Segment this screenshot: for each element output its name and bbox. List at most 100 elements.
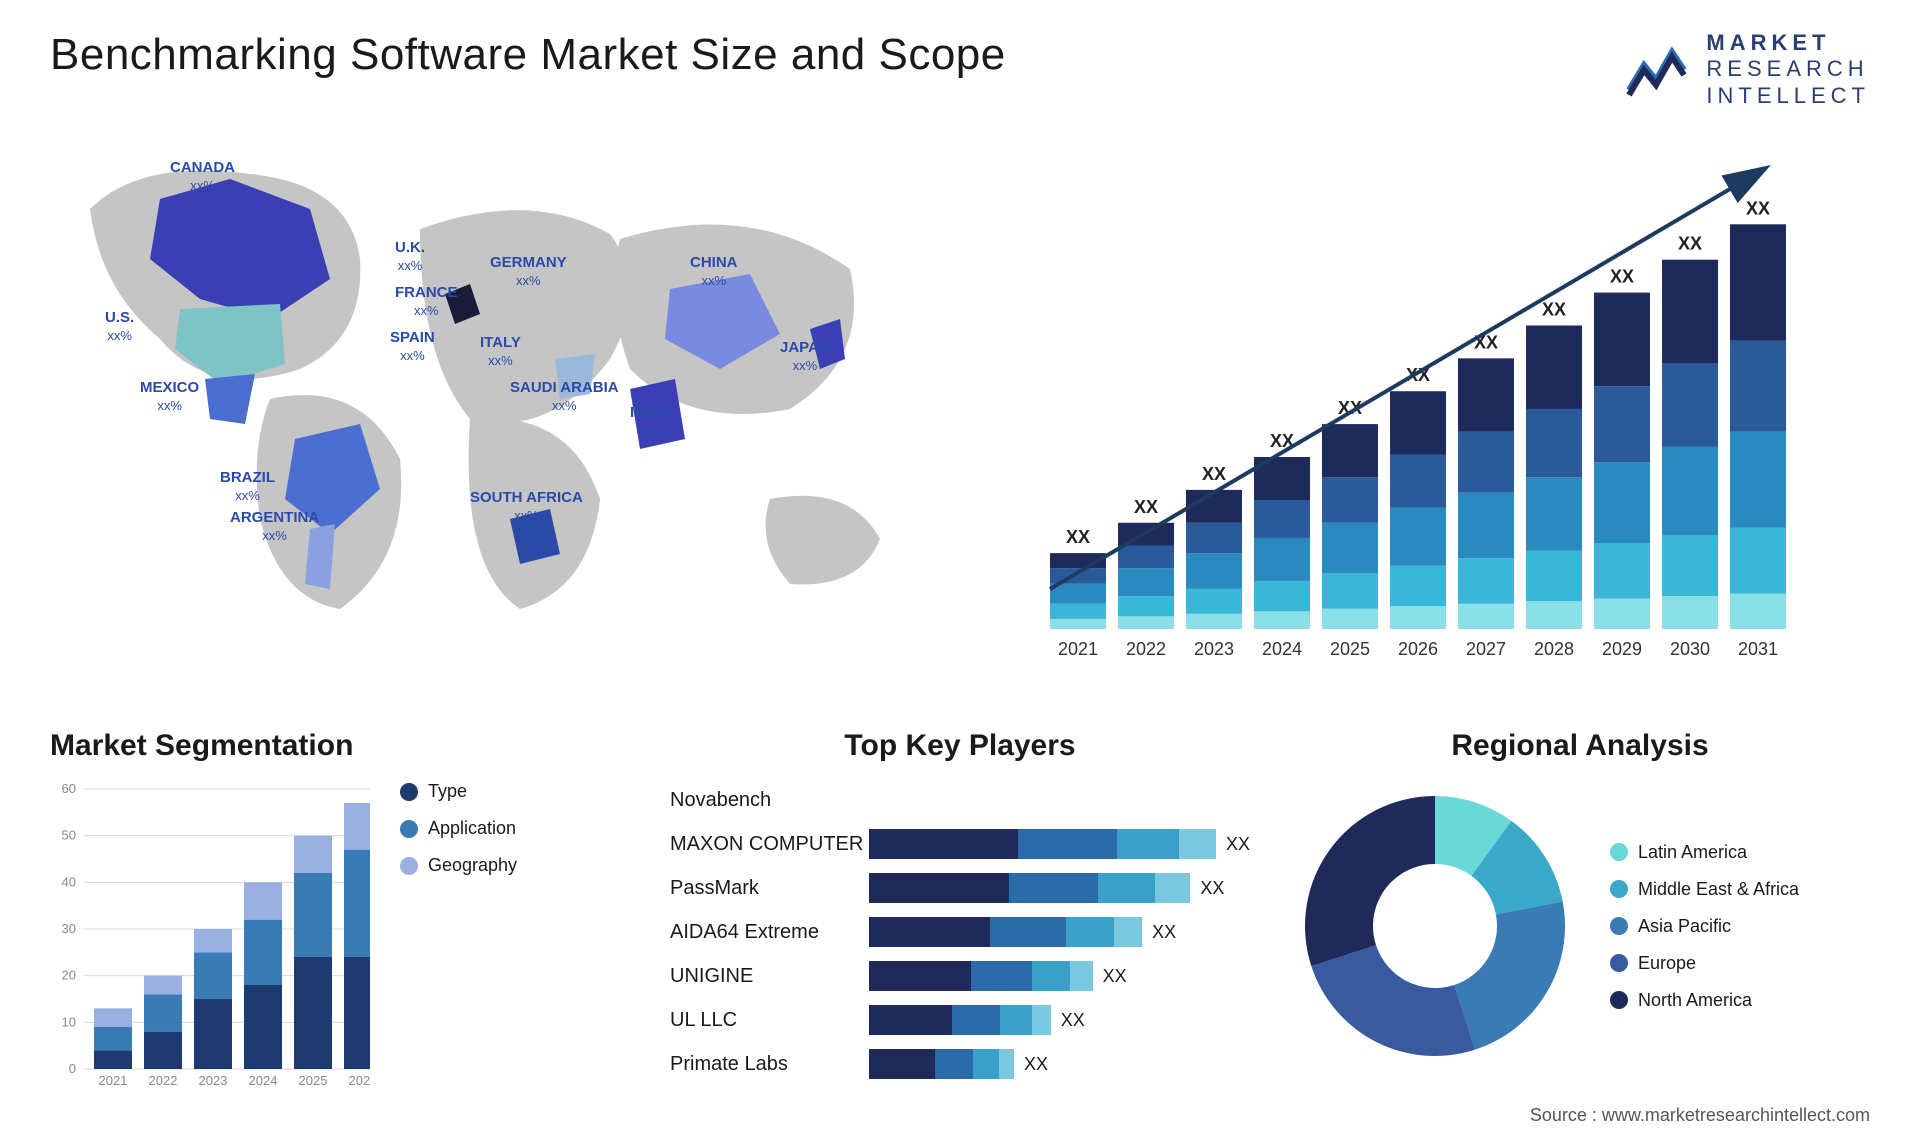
map-label: SAUDI ARABIAxx% bbox=[510, 379, 619, 415]
player-bar-segment bbox=[1018, 829, 1117, 859]
map-label: JAPANxx% bbox=[780, 339, 830, 375]
growth-bar-label: XX bbox=[1202, 464, 1226, 484]
player-bar-segment bbox=[1117, 829, 1179, 859]
growth-chart-panel: XX2021XX2022XX2023XX2024XX2025XX2026XX20… bbox=[990, 139, 1870, 699]
players-title: Top Key Players bbox=[670, 729, 1250, 763]
growth-bar-label: XX bbox=[1134, 497, 1158, 517]
regional-donut bbox=[1290, 781, 1580, 1071]
logo-line1: MARKET bbox=[1706, 30, 1870, 56]
growth-bar-segment bbox=[1594, 462, 1650, 543]
legend-item: North America bbox=[1610, 990, 1799, 1011]
growth-bar-segment bbox=[1118, 568, 1174, 596]
growth-chart: XX2021XX2022XX2023XX2024XX2025XX2026XX20… bbox=[990, 139, 1870, 679]
growth-bar-segment bbox=[1322, 424, 1378, 477]
legend-label: North America bbox=[1638, 990, 1752, 1011]
growth-bar-segment bbox=[1118, 596, 1174, 616]
legend-swatch bbox=[400, 820, 418, 838]
player-name: UL LLC bbox=[670, 1001, 863, 1039]
seg-bar-segment bbox=[294, 836, 332, 873]
player-bar-segment bbox=[971, 961, 1032, 991]
player-value: XX bbox=[1103, 966, 1127, 987]
player-bar bbox=[869, 873, 1190, 903]
growth-bar-segment bbox=[1254, 500, 1310, 538]
legend-swatch bbox=[1610, 843, 1628, 861]
legend-item: Application bbox=[400, 818, 517, 839]
players-bars: XXXXXXXXXXXX bbox=[869, 781, 1250, 1083]
player-bar bbox=[869, 829, 1216, 859]
player-bar-segment bbox=[952, 1005, 1000, 1035]
player-value: XX bbox=[1024, 1054, 1048, 1075]
segmentation-legend: TypeApplicationGeography bbox=[400, 781, 517, 1091]
seg-bar-segment bbox=[344, 957, 370, 1069]
player-bar-segment bbox=[999, 1049, 1014, 1079]
seg-bar-segment bbox=[344, 850, 370, 957]
growth-year-label: 2031 bbox=[1738, 639, 1778, 659]
legend-label: Asia Pacific bbox=[1638, 916, 1731, 937]
player-name: UNIGINE bbox=[670, 957, 863, 995]
legend-item: Middle East & Africa bbox=[1610, 879, 1799, 900]
seg-bar-segment bbox=[344, 803, 370, 850]
growth-bar-segment bbox=[1322, 609, 1378, 629]
seg-bar-segment bbox=[244, 883, 282, 920]
growth-bar-segment bbox=[1390, 566, 1446, 606]
growth-bar-segment bbox=[1662, 536, 1718, 597]
growth-bar-segment bbox=[1458, 604, 1514, 629]
growth-bar-segment bbox=[1730, 594, 1786, 629]
player-bar-segment bbox=[869, 1005, 951, 1035]
segmentation-chart: 0102030405060202120222023202420252026 bbox=[50, 781, 370, 1091]
player-value: XX bbox=[1152, 922, 1176, 943]
legend-item: Asia Pacific bbox=[1610, 916, 1799, 937]
player-bar-segment bbox=[935, 1049, 973, 1079]
logo-line3: INTELLECT bbox=[1706, 83, 1870, 109]
growth-bar-segment bbox=[1526, 409, 1582, 477]
growth-bar-label: XX bbox=[1678, 234, 1702, 254]
player-bar-segment bbox=[973, 1049, 998, 1079]
growth-year-label: 2026 bbox=[1398, 639, 1438, 659]
map-label: U.S.xx% bbox=[105, 309, 134, 345]
growth-bar-segment bbox=[1662, 260, 1718, 364]
legend-swatch bbox=[400, 857, 418, 875]
player-name: AIDA64 Extreme bbox=[670, 913, 863, 951]
growth-bar-label: XX bbox=[1066, 527, 1090, 547]
seg-bar-segment bbox=[144, 1032, 182, 1069]
growth-bar-segment bbox=[1594, 599, 1650, 629]
players-labels: NovabenchMAXON COMPUTERPassMarkAIDA64 Ex… bbox=[670, 781, 863, 1083]
map-country-shape bbox=[205, 374, 255, 424]
growth-bar-segment bbox=[1254, 581, 1310, 611]
player-bar-segment bbox=[869, 961, 971, 991]
growth-bar-segment bbox=[1662, 447, 1718, 536]
seg-ytick: 60 bbox=[62, 781, 76, 796]
player-name: Primate Labs bbox=[670, 1045, 863, 1083]
growth-bar-segment bbox=[1730, 224, 1786, 340]
seg-ytick: 40 bbox=[62, 875, 76, 890]
growth-bar-segment bbox=[1526, 551, 1582, 602]
growth-bar-segment bbox=[1390, 508, 1446, 566]
regional-panel: Regional Analysis Latin AmericaMiddle Ea… bbox=[1290, 729, 1870, 1129]
seg-year-label: 2021 bbox=[99, 1073, 128, 1088]
player-bar-segment bbox=[990, 917, 1066, 947]
legend-label: Application bbox=[428, 818, 516, 839]
growth-bar-segment bbox=[1458, 432, 1514, 493]
legend-label: Geography bbox=[428, 855, 517, 876]
legend-swatch bbox=[1610, 880, 1628, 898]
seg-bar-segment bbox=[244, 920, 282, 985]
growth-year-label: 2027 bbox=[1466, 639, 1506, 659]
map-label: MEXICOxx% bbox=[140, 379, 199, 415]
seg-year-label: 2023 bbox=[199, 1073, 228, 1088]
seg-ytick: 0 bbox=[69, 1061, 76, 1076]
player-row bbox=[869, 781, 1250, 819]
growth-bar-segment bbox=[1186, 589, 1242, 614]
seg-bar-segment bbox=[244, 985, 282, 1069]
seg-year-label: 2025 bbox=[299, 1073, 328, 1088]
player-row: XX bbox=[869, 869, 1250, 907]
seg-bar-segment bbox=[294, 957, 332, 1069]
legend-swatch bbox=[1610, 954, 1628, 972]
growth-bar-segment bbox=[1390, 391, 1446, 454]
player-row: XX bbox=[869, 957, 1250, 995]
legend-label: Europe bbox=[1638, 953, 1696, 974]
player-row: XX bbox=[869, 1001, 1250, 1039]
player-bar-segment bbox=[1179, 829, 1216, 859]
growth-bar-label: XX bbox=[1746, 198, 1770, 218]
legend-item: Latin America bbox=[1610, 842, 1799, 863]
world-map-panel: CANADAxx%U.S.xx%MEXICOxx%BRAZILxx%ARGENT… bbox=[50, 139, 930, 699]
